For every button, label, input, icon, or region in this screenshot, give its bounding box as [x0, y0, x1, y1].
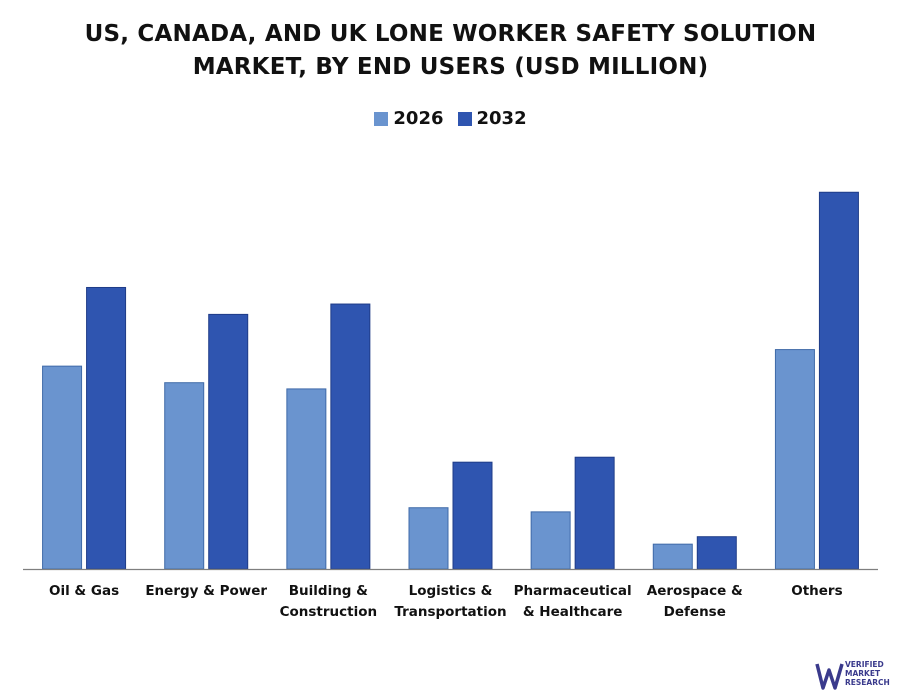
bar-2032-2	[330, 303, 371, 570]
bar-2026-4	[530, 511, 571, 570]
x-tick-label-4-line-1: & Healthcare	[523, 604, 623, 620]
vmr-logo-line-3: RESEARCH	[845, 678, 890, 687]
vmr-logo: VERIFIED MARKET RESEARCH	[815, 656, 899, 696]
x-tick-label-1: Energy & Power	[145, 583, 267, 599]
legend-item-2032: 2032	[457, 108, 527, 129]
chart-title-line-1: US, CANADA, AND UK LONE WORKER SAFETY SO…	[84, 21, 817, 47]
legend-label-2026: 2026	[393, 108, 444, 129]
x-tick-label-2: Building & Construction	[280, 583, 378, 620]
x-tick-label-5-line-0: Aerospace &	[647, 583, 743, 599]
x-tick-label-0: Oil & Gas	[49, 583, 119, 599]
x-tick-label-2-line-1: Construction	[280, 604, 378, 620]
x-tick-label-5-line-1: Defense	[664, 604, 726, 620]
legend-swatch-2026	[374, 111, 389, 126]
x-tick-label-3-line-1: Transportation	[394, 604, 506, 620]
chart-title-line-2: MARKET, BY END USERS (USD MILLION)	[192, 54, 709, 80]
chart-title: US, CANADA, AND UK LONE WORKER SAFETY SO…	[0, 18, 901, 84]
x-tick-label-6-line-0: Others	[791, 583, 842, 599]
bar-2026-0	[42, 365, 83, 570]
bar-2026-5	[652, 543, 693, 570]
x-tick-label-0-line-0: Oil & Gas	[49, 583, 119, 599]
vmr-logo-line-1: VERIFIED	[845, 660, 884, 669]
bar-2032-3	[452, 461, 493, 570]
legend-item-2026: 2026	[374, 108, 444, 129]
bar-2032-6	[818, 191, 859, 570]
bar-2032-1	[208, 313, 249, 570]
bar-2032-4	[574, 456, 615, 570]
bar-2032-5	[696, 536, 737, 570]
x-tick-label-3: Logistics & Transportation	[394, 583, 506, 620]
vmr-logo-line-2: MARKET	[845, 669, 881, 678]
bar-2026-6	[774, 349, 815, 570]
bar-2032-0	[86, 286, 127, 570]
x-tick-label-3-line-0: Logistics &	[409, 583, 493, 599]
bar-2026-1	[164, 382, 205, 570]
x-tick-label-4-line-0: Pharmaceutical	[514, 583, 632, 599]
x-tick-label-6: Others	[791, 583, 842, 599]
vmr-logo-text: VERIFIED MARKET RESEARCH	[845, 660, 890, 687]
chart-legend: 2026 2032	[0, 108, 901, 129]
vmr-logo-icon	[815, 663, 844, 690]
bar-2026-2	[286, 388, 327, 570]
legend-label-2032: 2032	[476, 108, 527, 129]
x-tick-label-1-line-0: Energy & Power	[145, 583, 267, 599]
bar-2026-3	[408, 507, 449, 570]
x-tick-label-4: Pharmaceutical & Healthcare	[514, 583, 632, 620]
x-tick-label-2-line-0: Building &	[289, 583, 368, 599]
legend-swatch-2032	[457, 111, 472, 126]
x-tick-label-5: Aerospace & Defense	[647, 583, 743, 620]
